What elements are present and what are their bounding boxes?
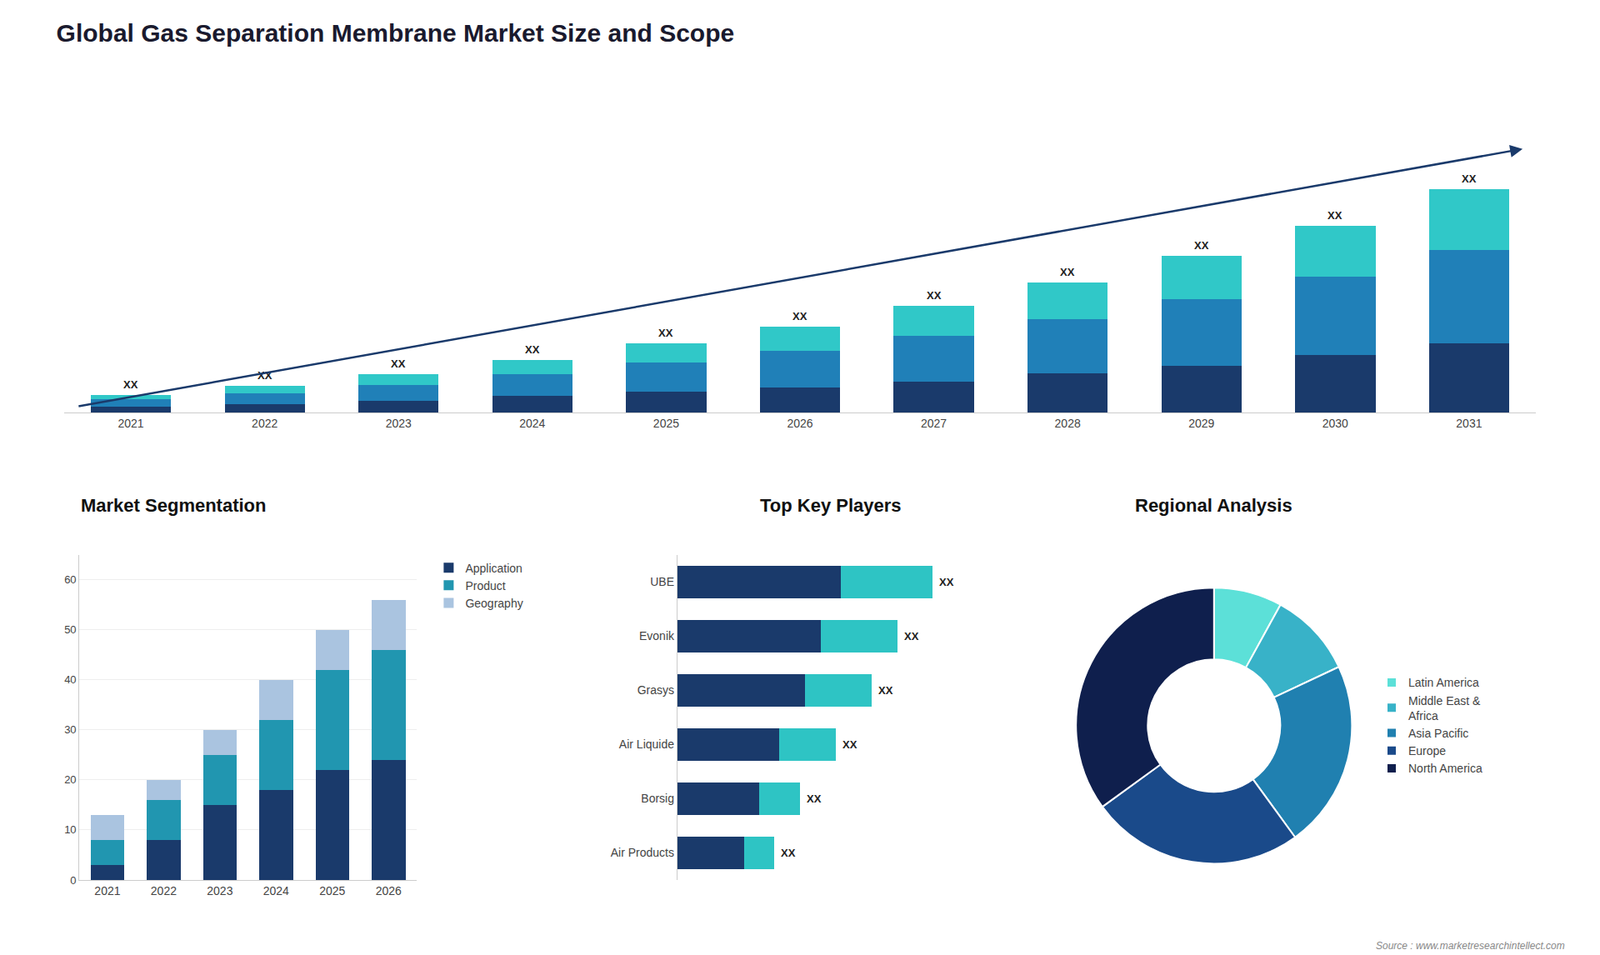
svg-text:2024: 2024 (519, 416, 545, 430)
svg-text:Middle East &Africa: Middle East &Africa (1408, 694, 1481, 723)
svg-text:2024: 2024 (263, 884, 290, 898)
svg-text:2022: 2022 (251, 416, 278, 430)
svg-text:XX: XX (939, 575, 955, 589)
svg-text:2025: 2025 (653, 416, 680, 430)
svg-text:Borsig: Borsig (640, 791, 675, 805)
svg-text:Source : www.marketresearchint: Source : www.marketresearchintellect.com (1375, 940, 1565, 952)
svg-text:60: 60 (64, 573, 76, 586)
svg-text:0: 0 (70, 874, 76, 887)
svg-text:2021: 2021 (94, 884, 120, 898)
svg-text:Europe: Europe (1408, 744, 1446, 758)
svg-text:Asia Pacific: Asia Pacific (1408, 726, 1469, 740)
svg-text:2022: 2022 (150, 884, 177, 898)
svg-text:XX: XX (806, 792, 822, 805)
svg-text:Product: Product (465, 579, 505, 593)
svg-text:XX: XX (525, 343, 540, 356)
svg-text:XX: XX (842, 738, 858, 751)
svg-text:XX: XX (390, 357, 406, 370)
svg-text:XX: XX (878, 684, 894, 697)
svg-text:XX: XX (658, 326, 674, 340)
svg-text:XX: XX (904, 630, 920, 643)
svg-text:10: 10 (64, 823, 76, 836)
svg-text:2029: 2029 (1188, 416, 1215, 430)
svg-text:2027: 2027 (920, 416, 947, 430)
svg-text:Air Liquide: Air Liquide (619, 737, 675, 751)
svg-text:2030: 2030 (1322, 416, 1349, 430)
svg-text:Grasys: Grasys (637, 683, 675, 697)
svg-text:2023: 2023 (385, 416, 412, 430)
svg-text:2026: 2026 (375, 884, 402, 898)
svg-text:XX: XX (1060, 265, 1075, 279)
svg-text:2026: 2026 (786, 416, 813, 430)
svg-text:XX: XX (1461, 172, 1477, 185)
svg-text:Air Products: Air Products (610, 845, 675, 860)
svg-text:30: 30 (64, 723, 76, 736)
svg-text:UBE: UBE (650, 575, 675, 589)
svg-text:2028: 2028 (1055, 416, 1081, 430)
svg-text:2031: 2031 (1455, 416, 1482, 430)
svg-text:2025: 2025 (319, 884, 345, 898)
svg-text:50: 50 (64, 623, 76, 636)
svg-text:XX: XX (123, 378, 139, 391)
svg-text:Regional Analysis: Regional Analysis (1135, 495, 1293, 516)
svg-text:Geography: Geography (465, 596, 523, 610)
svg-text:2021: 2021 (118, 416, 145, 430)
svg-text:XX: XX (1327, 209, 1343, 222)
svg-text:XX: XX (780, 846, 796, 860)
svg-text:Top Key Players: Top Key Players (760, 495, 902, 516)
svg-text:2023: 2023 (206, 884, 233, 898)
svg-text:Application: Application (465, 561, 523, 575)
svg-text:Market Segmentation: Market Segmentation (80, 495, 267, 516)
svg-text:40: 40 (64, 673, 76, 686)
svg-text:North America: North America (1408, 761, 1483, 775)
svg-text:XX: XX (926, 289, 942, 302)
svg-text:XX: XX (1194, 239, 1210, 252)
svg-text:20: 20 (64, 773, 76, 786)
svg-text:Evonik: Evonik (639, 629, 675, 643)
svg-text:XX: XX (257, 369, 273, 382)
svg-text:Global Gas Separation Membrane: Global Gas Separation Membrane Market Si… (56, 19, 735, 47)
svg-text:Latin America: Latin America (1408, 675, 1480, 690)
svg-text:XX: XX (792, 310, 808, 323)
